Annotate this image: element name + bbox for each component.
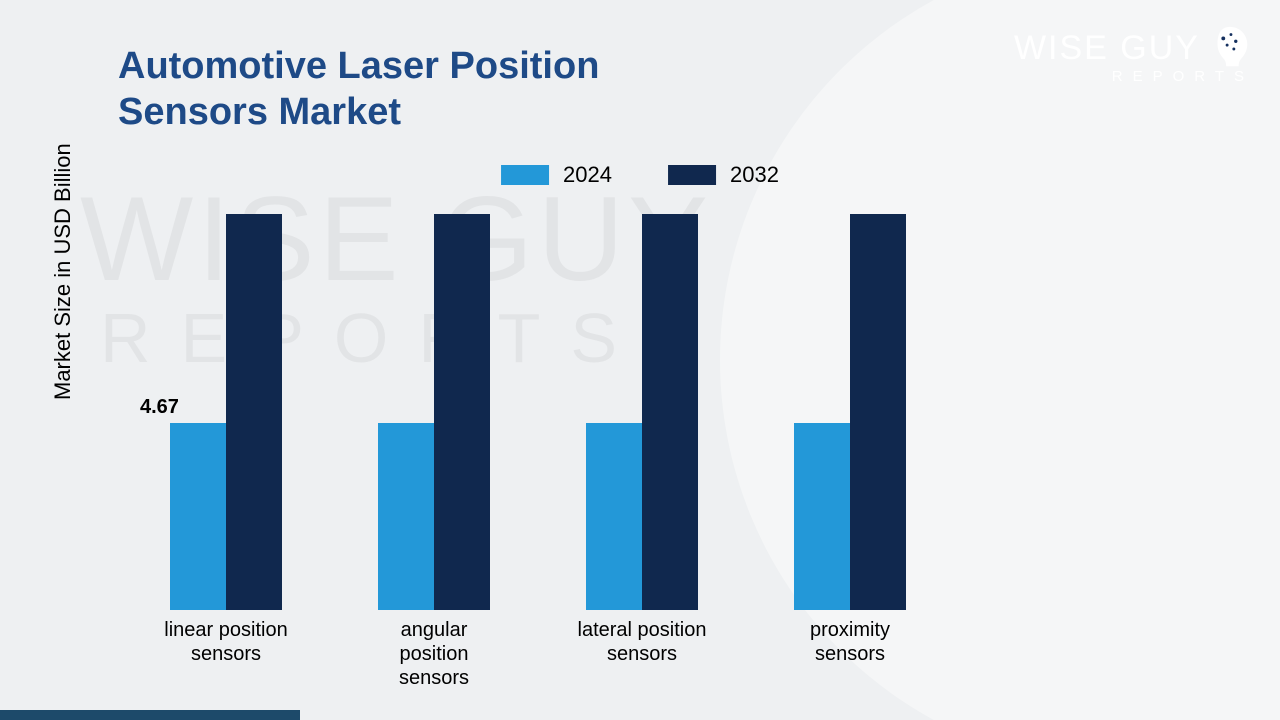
brand-logo: WISE GUY REPORTS <box>1014 24 1254 85</box>
bar-value-label: 4.67 <box>140 396 179 419</box>
bar-group: 4.67linear position sensors <box>170 210 282 610</box>
plot-area: 4.67linear position sensors angular posit… <box>130 210 970 610</box>
x-axis-label: lateral position sensors <box>572 618 712 666</box>
y-axis-label: Market Size in USD Billion <box>50 143 76 400</box>
legend-item-2032: 2032 <box>668 162 779 188</box>
bar-2024 <box>794 423 850 610</box>
bottom-accent-bar <box>0 710 300 720</box>
bar-group: lateral position sensors <box>586 210 698 610</box>
x-axis-label: linear position sensors <box>156 618 296 666</box>
chart-title: Automotive Laser Position Sensors Market <box>118 44 718 135</box>
legend-swatch-2032 <box>668 165 716 185</box>
legend: 2024 2032 <box>501 162 779 188</box>
bar-2032 <box>434 214 490 610</box>
bar-2024 <box>170 423 226 610</box>
logo-text-line1: WISE GUY <box>1014 29 1200 68</box>
bar-2032 <box>850 214 906 610</box>
bar-2032 <box>226 214 282 610</box>
chart-canvas: WISE GUY REPORTS Automotive Laser Positi… <box>0 0 1280 720</box>
bar-group: angular position sensors <box>378 210 490 610</box>
x-axis-label: angular position sensors <box>364 618 504 690</box>
x-axis-label: proximity sensors <box>780 618 920 666</box>
bar-2024 <box>378 423 434 610</box>
legend-label-2024: 2024 <box>563 162 612 188</box>
logo-head-icon <box>1206 24 1254 72</box>
legend-swatch-2024 <box>501 165 549 185</box>
legend-item-2024: 2024 <box>501 162 612 188</box>
bar-2024 <box>586 423 642 610</box>
bar-2032 <box>642 214 698 610</box>
bar-group: proximity sensors <box>794 210 906 610</box>
legend-label-2032: 2032 <box>730 162 779 188</box>
